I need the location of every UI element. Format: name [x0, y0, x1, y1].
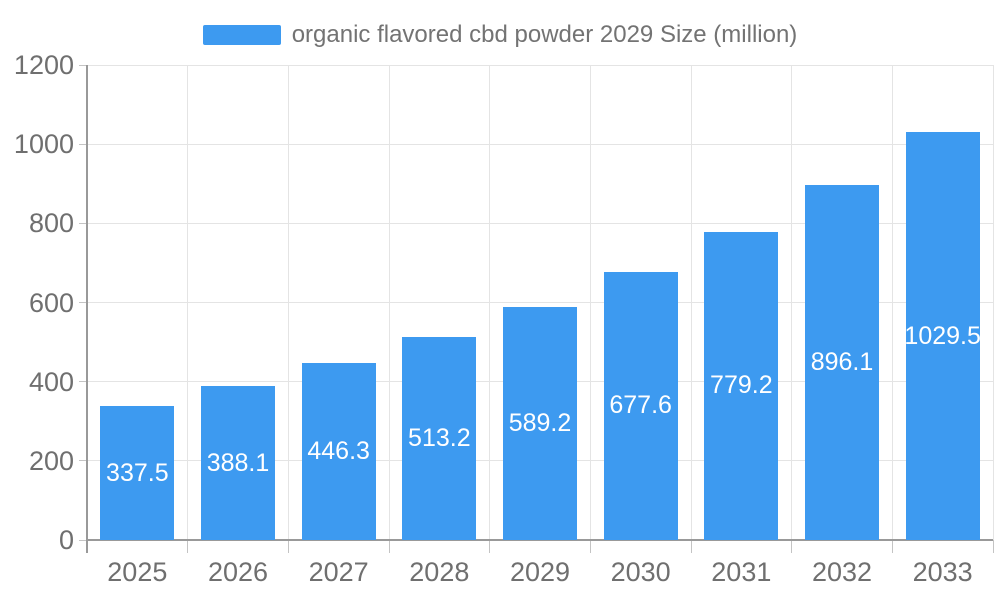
bar[interactable]: 896.1: [805, 185, 879, 540]
y-axis-label: 200: [28, 445, 74, 476]
x-axis-tick: [589, 540, 591, 553]
y-axis-label: 600: [28, 287, 74, 318]
bar[interactable]: 1029.5: [904, 132, 981, 540]
x-axis-tick: [992, 540, 994, 553]
bar[interactable]: 779.2: [704, 231, 779, 540]
legend-swatch-icon: [202, 25, 281, 45]
bar[interactable]: 388.1: [201, 386, 275, 540]
bar-value-label: 589.2: [508, 408, 572, 437]
x-axis-label: 2031: [711, 557, 772, 587]
vertical-gridline: [992, 65, 994, 540]
bar[interactable]: 589.2: [503, 306, 577, 540]
bar-value-label: 896.1: [810, 348, 874, 377]
horizontal-gridline: [87, 143, 993, 145]
y-axis-tick: [79, 460, 87, 462]
y-axis-label: 0: [58, 525, 74, 555]
legend-label: organic flavored cbd powder 2029 Size (m…: [291, 21, 798, 48]
x-axis-label: 2028: [409, 557, 470, 587]
y-axis-tick: [79, 64, 87, 66]
y-axis-line: [86, 65, 88, 553]
x-axis-tick: [791, 540, 793, 553]
x-axis-label: 2033: [912, 557, 973, 587]
bar-value-label: 779.2: [710, 371, 773, 400]
chart-legend[interactable]: organic flavored cbd powder 2029 Size (m…: [0, 21, 1000, 49]
x-axis-line: [86, 539, 993, 541]
horizontal-gridline: [87, 302, 993, 303]
y-axis-label: 1200: [13, 50, 74, 80]
y-axis-label: 400: [28, 366, 74, 397]
x-axis-tick: [891, 540, 893, 553]
bar-value-label: 388.1: [206, 448, 270, 477]
bar-value-label: 677.6: [609, 391, 672, 420]
x-axis-label: 2025: [107, 557, 168, 587]
x-axis-tick: [489, 540, 491, 553]
y-axis-tick: [79, 222, 87, 224]
bar-value-label: 1029.5: [904, 321, 981, 350]
x-axis-label: 2026: [207, 557, 269, 587]
bar-value-label: 513.2: [408, 423, 471, 452]
x-axis-label: 2029: [509, 557, 571, 587]
horizontal-gridline: [87, 222, 993, 224]
bar[interactable]: 513.2: [402, 336, 477, 540]
bar-value-label: 446.3: [307, 437, 370, 466]
y-axis-tick: [79, 302, 87, 303]
x-axis-tick: [287, 540, 289, 553]
y-axis-tick: [79, 539, 87, 541]
x-axis-tick: [187, 540, 189, 553]
bar[interactable]: 677.6: [603, 271, 678, 540]
horizontal-gridline: [87, 64, 993, 66]
x-axis-tick: [388, 540, 390, 553]
y-axis-label: 800: [28, 208, 74, 239]
x-axis-label: 2027: [308, 557, 369, 587]
bar[interactable]: 337.5: [100, 406, 175, 540]
y-axis-tick: [79, 143, 87, 145]
y-axis-label: 1000: [13, 129, 74, 160]
bar[interactable]: 446.3: [301, 363, 376, 540]
x-axis-label: 2032: [811, 557, 873, 587]
x-axis-tick: [690, 540, 692, 553]
x-axis-label: 2030: [610, 557, 671, 587]
y-axis-tick: [79, 381, 87, 383]
bar-value-label: 337.5: [106, 458, 169, 487]
